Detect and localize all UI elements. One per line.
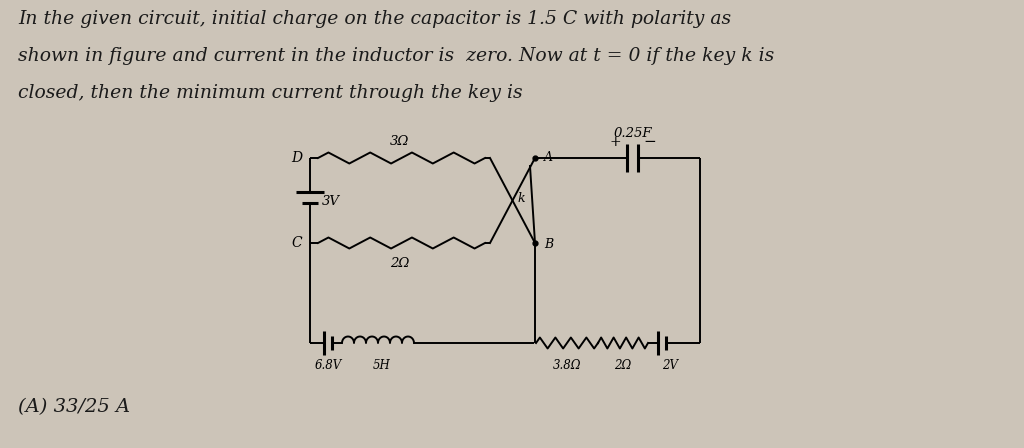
Text: k: k	[517, 192, 525, 205]
Text: closed, then the minimum current through the key is: closed, then the minimum current through…	[18, 84, 522, 102]
Text: D: D	[291, 151, 302, 165]
Text: 2V: 2V	[662, 359, 678, 372]
Text: 3V: 3V	[322, 195, 340, 208]
Text: shown in figure and current in the inductor is  zero. Now at t = 0 if the key k : shown in figure and current in the induc…	[18, 47, 774, 65]
Text: 2Ω: 2Ω	[390, 257, 410, 270]
Text: 3Ω: 3Ω	[390, 135, 410, 148]
Text: 5H: 5H	[373, 359, 391, 372]
Text: C: C	[292, 236, 302, 250]
Text: +: +	[609, 135, 622, 149]
Text: 6.8V: 6.8V	[315, 359, 342, 372]
Text: B: B	[544, 237, 553, 250]
Text: In the given circuit, initial charge on the capacitor is 1.5 C with polarity as: In the given circuit, initial charge on …	[18, 10, 731, 28]
Text: 2Ω: 2Ω	[614, 359, 632, 372]
Text: −: −	[643, 135, 656, 149]
Text: 0.25F: 0.25F	[613, 127, 652, 140]
Text: (A) 33/25 A: (A) 33/25 A	[18, 398, 130, 416]
Text: A: A	[544, 151, 553, 164]
Text: 3.8Ω: 3.8Ω	[553, 359, 582, 372]
